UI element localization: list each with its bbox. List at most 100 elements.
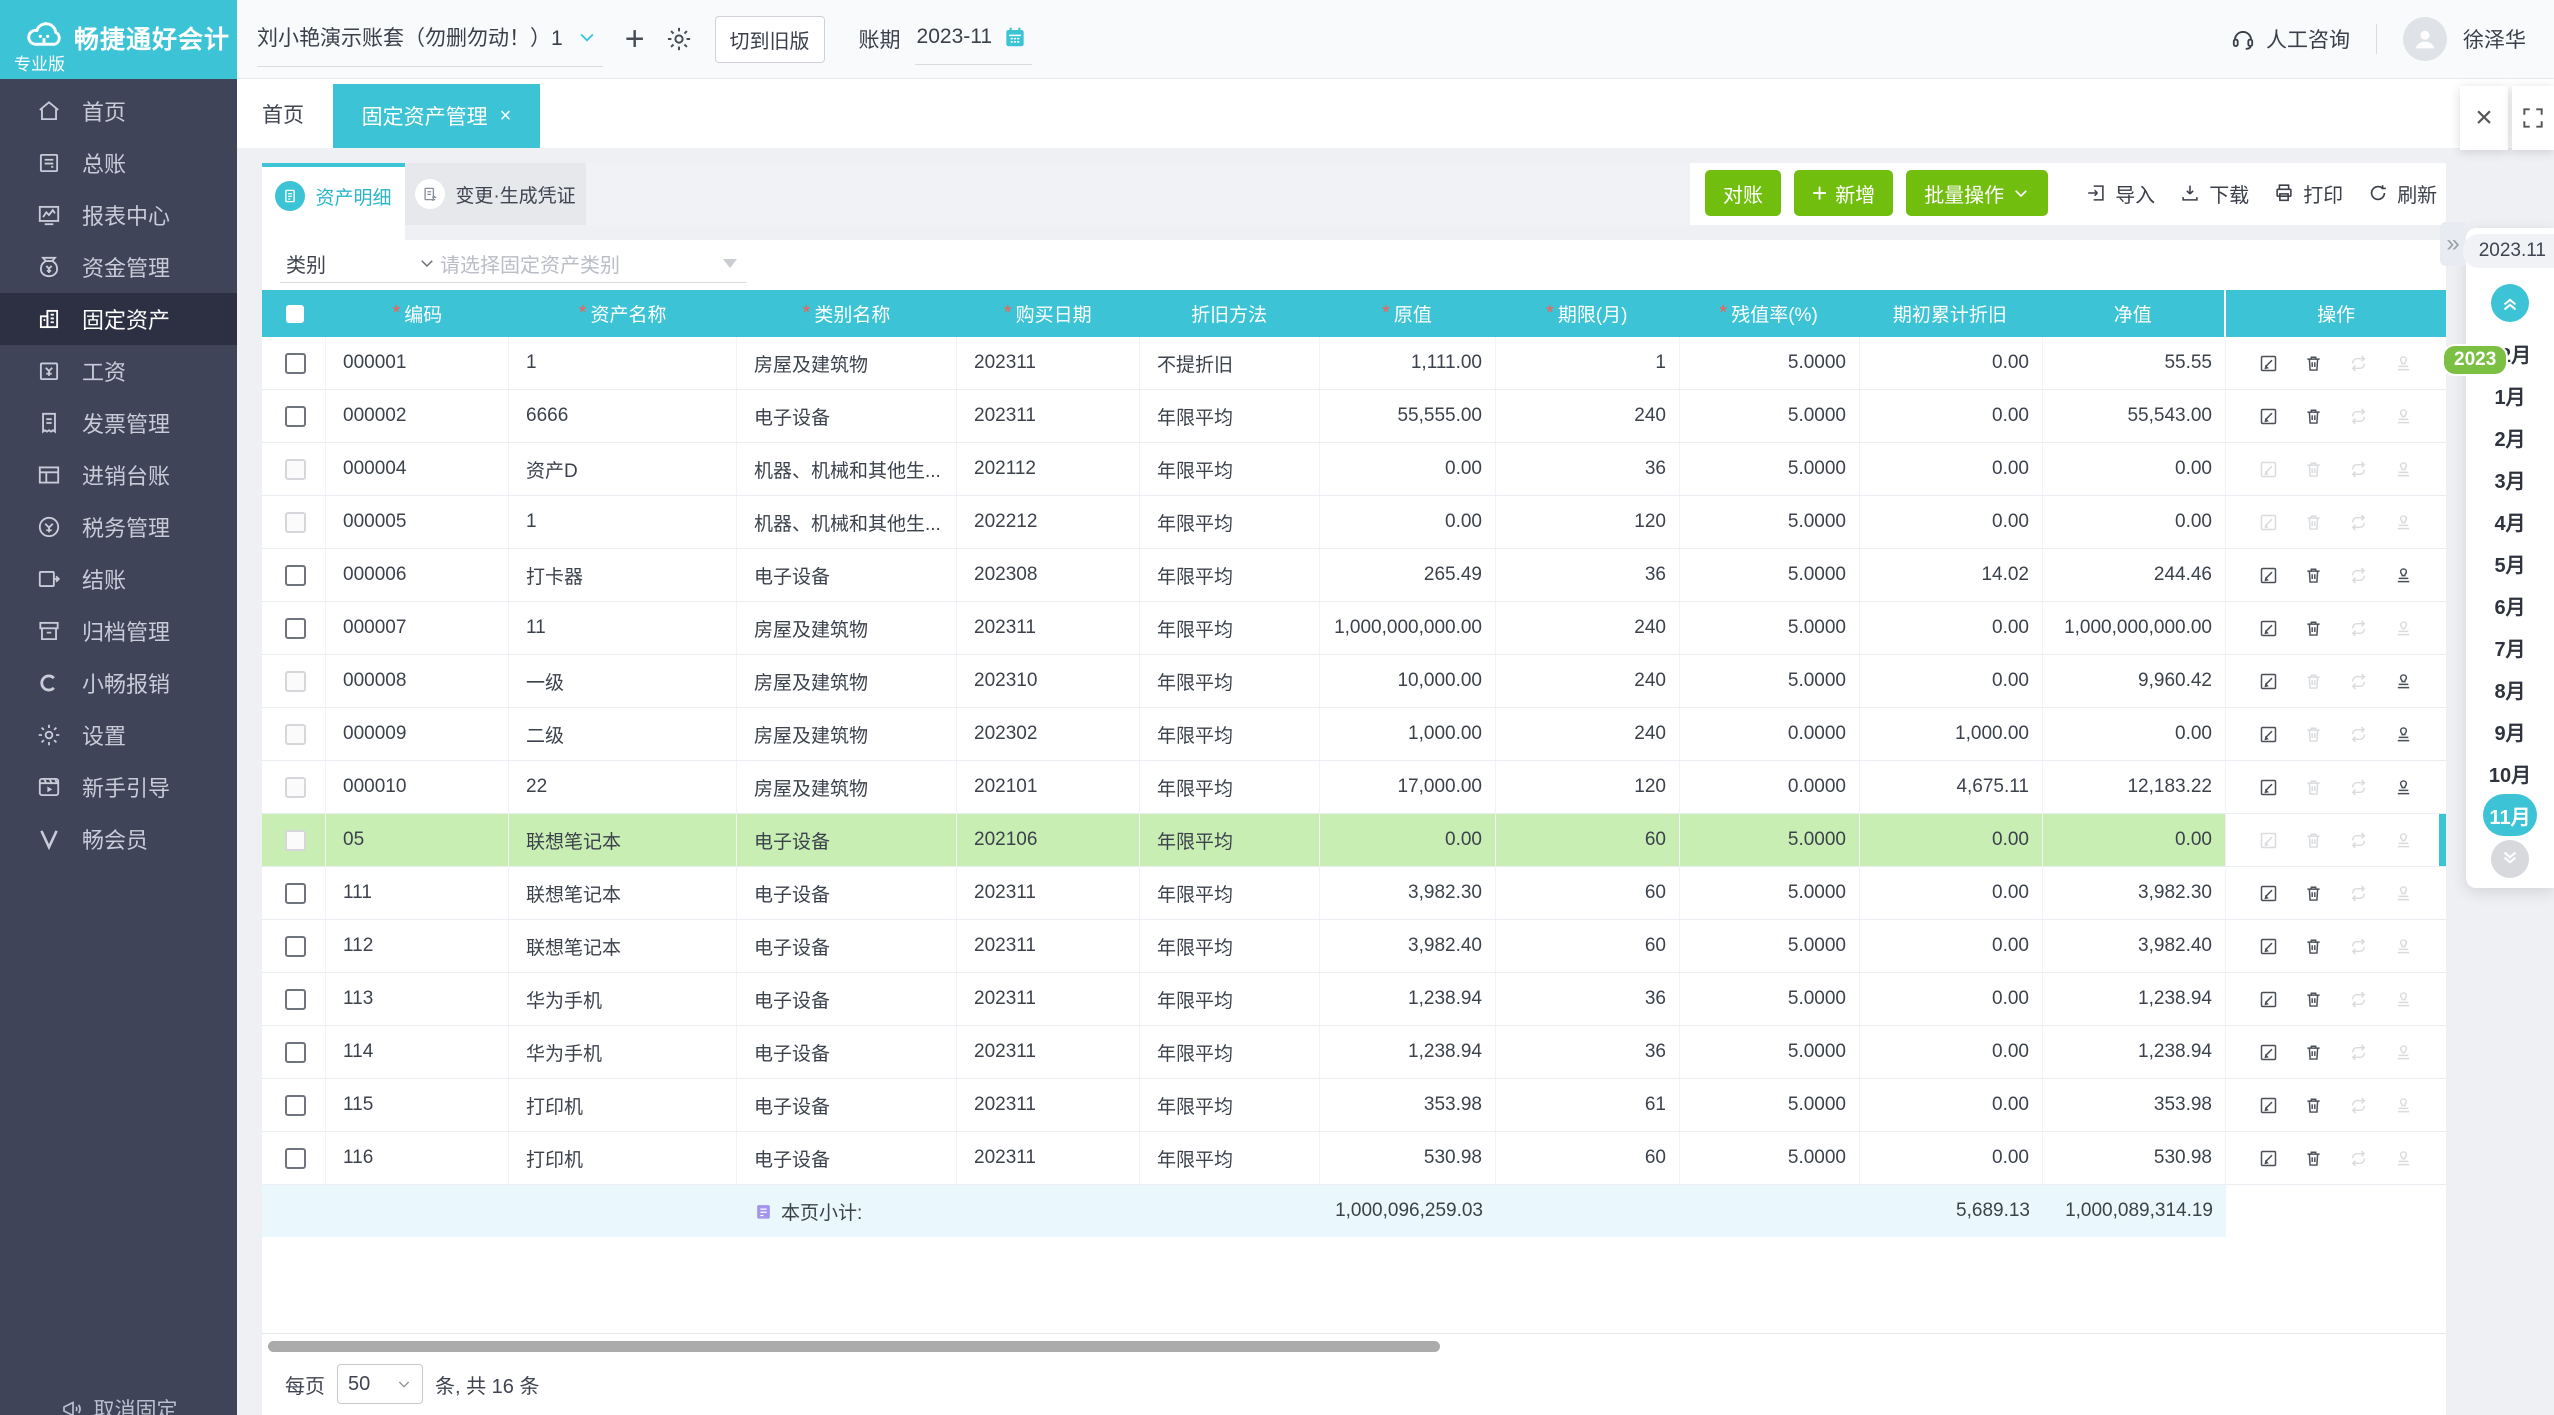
sidebar-unpin-item[interactable]: 取消固定 — [0, 1385, 237, 1415]
category-type-select[interactable]: 类别 — [280, 244, 442, 283]
calendar-month-11月[interactable]: 11月 — [2466, 794, 2554, 836]
panel-collapse-icon[interactable]: » — [2440, 222, 2466, 266]
row-checkbox[interactable] — [285, 405, 306, 427]
refresh-button[interactable]: 刷新 — [2367, 179, 2437, 208]
calendar-month-7月[interactable]: 7月 — [2494, 638, 2526, 661]
per-page-select[interactable]: 50 — [337, 1364, 423, 1404]
select-all-checkbox[interactable] — [286, 304, 304, 323]
calendar-month-9月[interactable]: 9月 — [2494, 722, 2526, 745]
avatar[interactable] — [2403, 17, 2447, 61]
edit-icon[interactable] — [2258, 1042, 2279, 1063]
edit-icon[interactable] — [2258, 565, 2279, 586]
edit-icon[interactable] — [2258, 777, 2279, 798]
sidebar-item-funds[interactable]: 资金管理 — [0, 241, 237, 293]
edit-icon[interactable] — [2258, 883, 2279, 904]
reconcile-button[interactable]: 对账 — [1705, 170, 1781, 216]
settings-gear-icon[interactable] — [665, 25, 693, 53]
account-selector[interactable]: 刘小艳演示账套（勿删勿动！）1 — [257, 12, 603, 67]
delete-icon[interactable] — [2303, 1095, 2324, 1116]
stamp-icon[interactable] — [2393, 671, 2414, 692]
download-button[interactable]: 下载 — [2179, 179, 2249, 208]
sidebar-item-tax[interactable]: 税务管理 — [0, 501, 237, 553]
subtab-asset-detail[interactable]: 资产明细 — [262, 163, 405, 225]
support-link[interactable]: 人工咨询 — [2230, 24, 2350, 54]
sidebar-item-reimburse[interactable]: 小畅报销 — [0, 657, 237, 709]
calendar-month-1月[interactable]: 1月 — [2494, 386, 2526, 409]
row-checkbox[interactable] — [285, 1094, 306, 1116]
edit-icon[interactable] — [2258, 989, 2279, 1010]
sidebar-item-building[interactable]: 固定资产 — [0, 293, 237, 345]
row-checkbox[interactable] — [285, 1147, 306, 1169]
delete-icon[interactable] — [2303, 989, 2324, 1010]
sidebar-item-archive[interactable]: 归档管理 — [0, 605, 237, 657]
tab-close-icon[interactable]: × — [499, 104, 512, 127]
calendar-month-3月[interactable]: 3月 — [2494, 470, 2526, 493]
sidebar-item-invoice[interactable]: 发票管理 — [0, 397, 237, 449]
delete-icon[interactable] — [2303, 883, 2324, 904]
cell-net: 244.46 — [2043, 549, 2226, 601]
delete-icon[interactable] — [2303, 936, 2324, 957]
edit-icon[interactable] — [2258, 406, 2279, 427]
stamp-icon[interactable] — [2393, 565, 2414, 586]
batch-actions-button[interactable]: 批量操作 — [1906, 170, 2049, 216]
period-picker[interactable]: 2023-11 — [914, 14, 1033, 65]
add-account-button[interactable]: + — [624, 20, 645, 58]
edit-icon[interactable] — [2258, 353, 2279, 374]
tab-fixed-assets[interactable]: 固定资产管理 × — [333, 84, 540, 148]
row-checkbox[interactable] — [285, 935, 306, 957]
horizontal-scrollbar[interactable] — [268, 1341, 1440, 1352]
edit-icon[interactable] — [2258, 936, 2279, 957]
cell-code: 000007 — [326, 602, 509, 654]
sidebar-item-guide[interactable]: 新手引导 — [0, 761, 237, 813]
row-checkbox[interactable] — [285, 882, 306, 904]
calendar-month-8月[interactable]: 8月 — [2494, 680, 2526, 703]
fullscreen-icon[interactable] — [2512, 86, 2554, 150]
sidebar-item-salary[interactable]: 工资 — [0, 345, 237, 397]
switch-old-version-button[interactable]: 切到旧版 — [714, 15, 825, 63]
tab-home[interactable]: 首页 — [262, 103, 304, 127]
row-checkbox[interactable] — [285, 988, 306, 1010]
calendar-scroll-down-icon[interactable] — [2491, 840, 2529, 878]
stamp-icon[interactable] — [2393, 777, 2414, 798]
row-checkbox[interactable] — [285, 617, 306, 639]
calendar-month-2月[interactable]: 2月 — [2494, 428, 2526, 451]
edit-icon[interactable] — [2258, 618, 2279, 639]
print-button[interactable]: 打印 — [2273, 179, 2343, 208]
row-checkbox[interactable] — [285, 352, 306, 374]
category-filter-input[interactable]: 请选择固定资产类别 — [430, 244, 747, 283]
calendar-month-5月[interactable]: 5月 — [2494, 554, 2526, 577]
sidebar-item-closing[interactable]: 结账 — [0, 553, 237, 605]
cell-months: 240 — [1496, 602, 1680, 654]
row-checkbox[interactable] — [285, 1041, 306, 1063]
report-icon — [36, 202, 62, 228]
cell-begin: 0.00 — [1860, 337, 2043, 389]
edit-icon[interactable] — [2258, 1095, 2279, 1116]
delete-icon[interactable] — [2303, 353, 2324, 374]
sidebar-item-home[interactable]: 首页 — [0, 85, 237, 137]
delete-icon[interactable] — [2303, 1148, 2324, 1169]
sidebar-item-member[interactable]: 畅会员 — [0, 813, 237, 865]
delete-icon[interactable] — [2303, 406, 2324, 427]
sidebar-item-ledger[interactable]: 总账 — [0, 137, 237, 189]
delete-icon[interactable] — [2303, 565, 2324, 586]
import-button[interactable]: 导入 — [2085, 179, 2155, 208]
sidebar-item-report[interactable]: 报表中心 — [0, 189, 237, 241]
edit-icon[interactable] — [2258, 671, 2279, 692]
cell-code: 000002 — [326, 390, 509, 442]
calendar-month-6月[interactable]: 6月 — [2494, 596, 2526, 619]
edit-icon[interactable] — [2258, 724, 2279, 745]
subtab-change-voucher[interactable]: 变更·生成凭证 — [405, 163, 586, 225]
add-button[interactable]: + 新增 — [1794, 170, 1894, 216]
delete-icon[interactable] — [2303, 618, 2324, 639]
row-checkbox[interactable] — [285, 564, 306, 586]
close-page-button[interactable]: × — [2460, 86, 2508, 150]
delete-icon[interactable] — [2303, 1042, 2324, 1063]
stamp-icon[interactable] — [2393, 724, 2414, 745]
transfer-icon — [2348, 618, 2369, 639]
edit-icon[interactable] — [2258, 1148, 2279, 1169]
calendar-scroll-up-icon[interactable] — [2491, 284, 2529, 322]
calendar-month-4月[interactable]: 4月 — [2494, 512, 2526, 535]
sidebar-item-gear[interactable]: 设置 — [0, 709, 237, 761]
sidebar-item-daybook[interactable]: 进销台账 — [0, 449, 237, 501]
calendar-month-10月[interactable]: 10月 — [2488, 764, 2532, 787]
